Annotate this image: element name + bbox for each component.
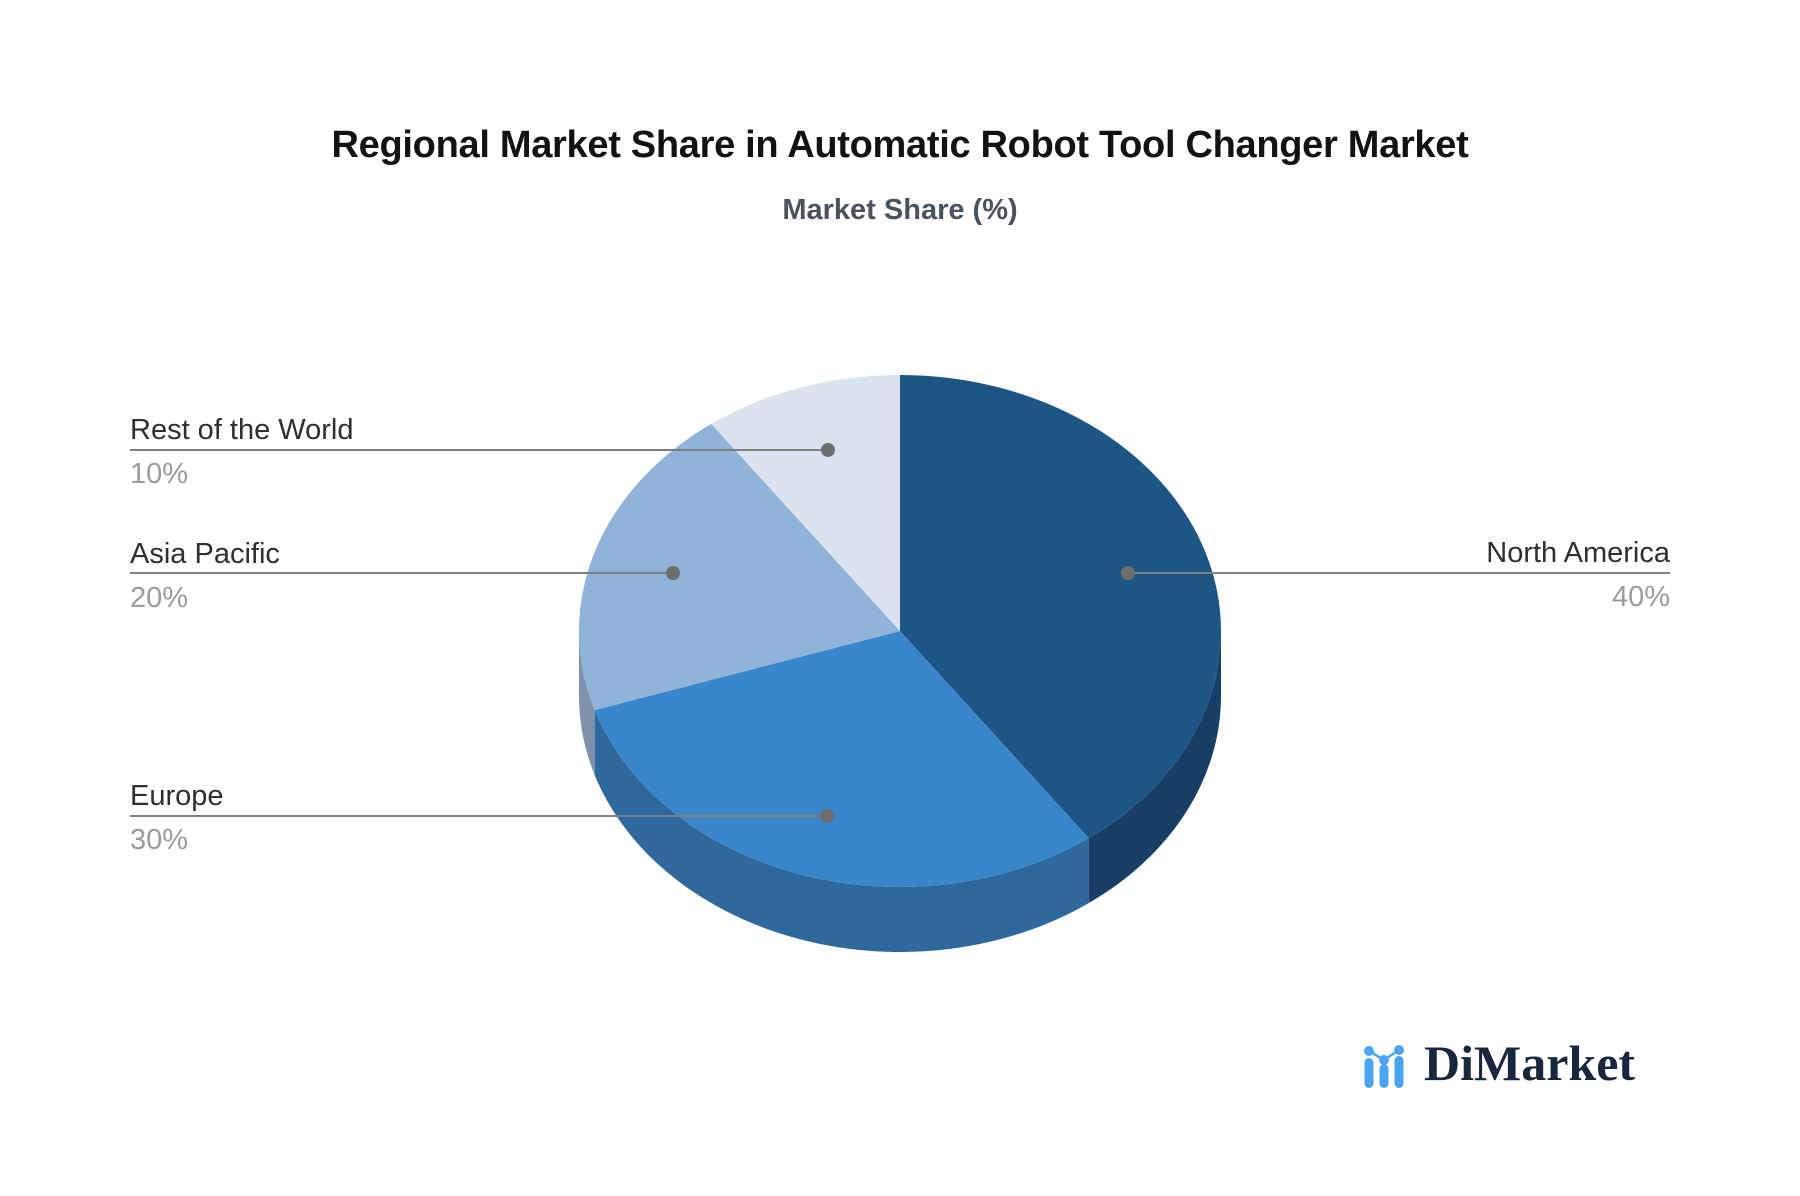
- pie-slice-europe: [594, 631, 1089, 888]
- pie-slice-side-europe: [594, 710, 1089, 953]
- pie-slice-rest-of-the-world: [711, 375, 900, 631]
- logo-bar: [1394, 1056, 1404, 1088]
- callout-label: Europe: [130, 780, 224, 812]
- callout-label: Asia Pacific: [130, 538, 280, 570]
- leader-dot-asia-pacific: [666, 566, 680, 580]
- bar-chart-logo-icon: [1364, 1045, 1404, 1088]
- callout-percent: 20%: [130, 582, 189, 614]
- callout-label: Rest of the World: [130, 414, 354, 446]
- chart-subtitle: Market Share (%): [782, 194, 1018, 226]
- logo-dot: [1394, 1045, 1404, 1055]
- pie-slice-side-north-america: [1088, 631, 1221, 904]
- callout-rest-of-the-world: Rest of the World 10%: [130, 412, 770, 492]
- chart-title: Regional Market Share in Automatic Robot…: [331, 124, 1469, 166]
- callout-label: North America: [1486, 537, 1670, 569]
- pie-slice-north-america: [900, 375, 1222, 839]
- logo-bar: [1364, 1058, 1374, 1088]
- leader-dot-rest-of-the-world: [821, 443, 835, 457]
- pie-slice-asia-pacific: [578, 423, 900, 711]
- logo-dot: [1364, 1046, 1374, 1056]
- leader-dot-north-america: [1121, 566, 1135, 580]
- callout-percent: 10%: [130, 458, 189, 490]
- callout-percent: 40%: [1611, 581, 1670, 613]
- callout-asia-pacific: Asia Pacific 20%: [130, 536, 770, 616]
- logo-dot: [1379, 1055, 1389, 1065]
- dimarket-logo: DiMarket: [1358, 1038, 1635, 1088]
- logo-text: DiMarket: [1424, 1035, 1636, 1091]
- callout-percent: 30%: [130, 824, 189, 856]
- callout-north-america: North America 40%: [1030, 535, 1670, 615]
- callout-europe: Europe 30%: [130, 778, 770, 858]
- pie-slice-side-asia-pacific: [579, 631, 595, 776]
- logo-bar: [1379, 1064, 1389, 1088]
- leader-dot-europe: [820, 809, 834, 823]
